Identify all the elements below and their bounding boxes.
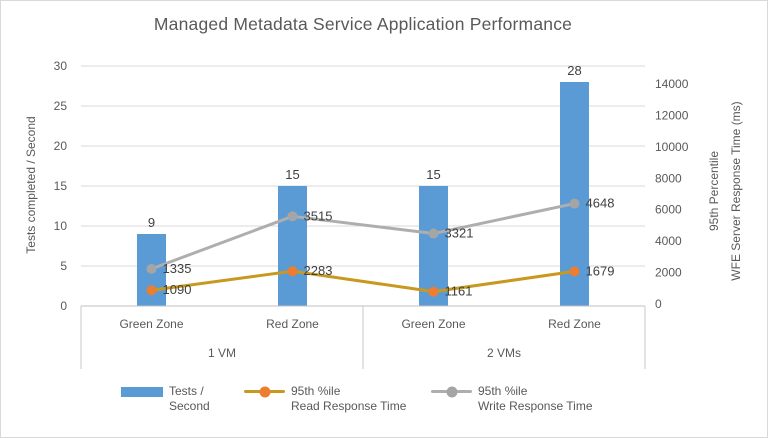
line-value-label: 1161 [445, 284, 473, 299]
line-value-label: 4648 [586, 196, 615, 211]
primary-axis-tick-label: 30 [54, 59, 68, 73]
read-response-marker [569, 266, 580, 277]
legend-read-line-swatch-icon [244, 386, 285, 397]
primary-axis-tick-label: 0 [60, 299, 67, 313]
category-label: Red Zone [548, 317, 601, 331]
primary-axis-tick-label: 25 [54, 99, 68, 113]
write-response-marker [146, 263, 157, 274]
legend-label-line: Write Response Time [478, 399, 593, 413]
write-response-marker [428, 228, 439, 239]
secondary-axis-tick-label: 4000 [655, 234, 682, 248]
secondary-axis-tick-label: 10000 [655, 140, 689, 154]
legend-label-line: Tests / [169, 384, 204, 398]
write-response-marker [569, 198, 580, 209]
category-label: Green Zone [401, 317, 465, 331]
legend-label-line: 95th %ile [478, 384, 528, 398]
secondary-axis-tick-label: 12000 [655, 108, 689, 122]
legend-label-line: Second [169, 399, 210, 413]
bar-value-label: 28 [567, 63, 581, 78]
secondary-axis-tick-label: 6000 [655, 203, 682, 217]
write-response-marker [287, 211, 298, 222]
legend-label-tests-second: Tests / Second [169, 384, 210, 414]
secondary-axis-tick-label: 8000 [655, 171, 682, 185]
write-response-line [150, 202, 576, 271]
legend-item-write-response-time: 95th %ile Write Response Time [431, 384, 593, 414]
legend-label-line: 95th %ile [291, 384, 341, 398]
secondary-axis-tick-label: 2000 [655, 266, 682, 280]
legend-write-line-swatch-icon [431, 386, 472, 397]
bar-value-label: 9 [148, 215, 155, 230]
bar-value-label: 15 [285, 167, 299, 182]
line-value-label: 2283 [304, 263, 333, 278]
primary-axis-tick-label: 10 [54, 219, 68, 233]
primary-axis-tick-label: 15 [54, 179, 68, 193]
secondary-axis-tick-label: 14000 [655, 77, 689, 91]
legend-bar-swatch-icon [121, 387, 163, 397]
bar-value-label: 15 [426, 167, 440, 182]
read-response-marker [287, 266, 298, 277]
category-group-label: 1 VM [208, 346, 236, 360]
line-value-label: 1679 [586, 263, 615, 278]
line-value-label: 1090 [163, 282, 192, 297]
read-response-line [150, 269, 576, 294]
legend-label-write-response: 95th %ile Write Response Time [478, 384, 593, 414]
legend-write-marker-icon [446, 386, 457, 397]
secondary-axis-tick-label: 0 [655, 297, 662, 311]
read-response-marker [146, 285, 157, 296]
legend-label-line: Read Response Time [291, 399, 407, 413]
primary-axis-tick-label: 5 [60, 259, 67, 273]
line-value-label: 3515 [304, 208, 333, 223]
legend-read-marker-icon [259, 386, 270, 397]
chart-title: Managed Metadata Service Application Per… [153, 14, 573, 34]
read-response-marker [428, 286, 439, 297]
legend-item-read-response-time: 95th %ile Read Response Time [244, 384, 406, 414]
bar [419, 186, 448, 306]
line-value-label: 1335 [163, 261, 192, 276]
legend-label-read-response: 95th %ile Read Response Time [291, 384, 406, 414]
bar [278, 186, 307, 306]
legend-item-tests-second: Tests / Second [121, 384, 210, 414]
line-value-label: 3321 [445, 226, 474, 241]
category-label: Red Zone [266, 317, 319, 331]
primary-axis-tick-label: 20 [54, 139, 68, 153]
category-label: Green Zone [119, 317, 183, 331]
category-group-label: 2 VMs [487, 346, 521, 360]
